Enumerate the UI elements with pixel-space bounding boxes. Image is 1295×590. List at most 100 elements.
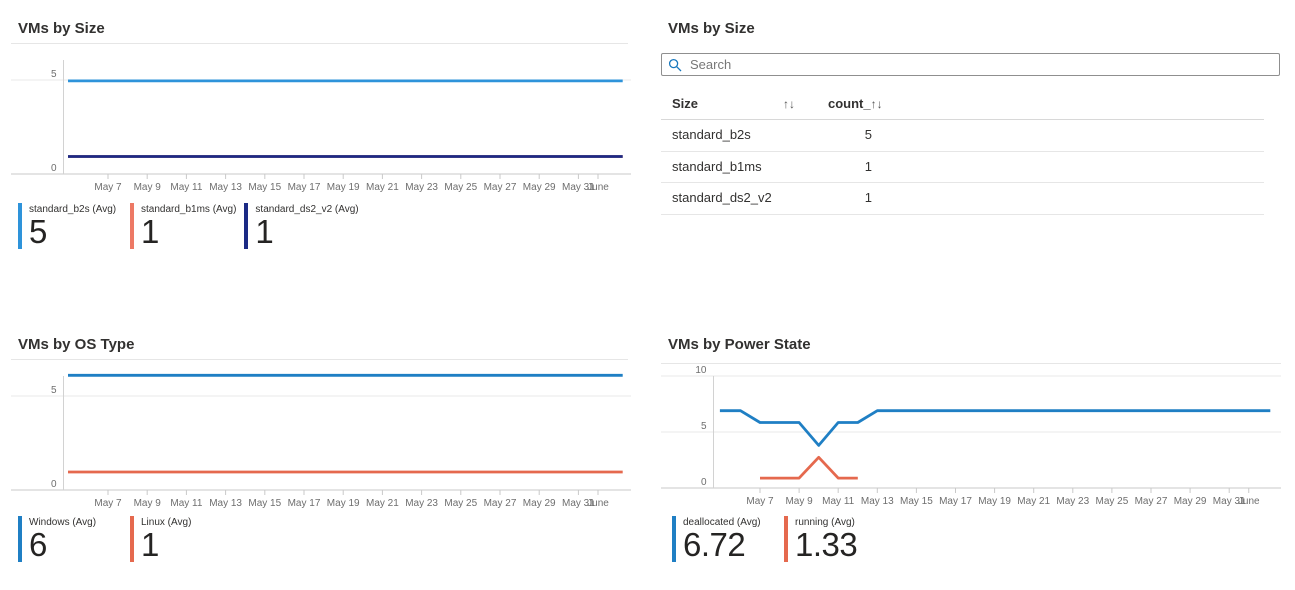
- vms-by-size-legend: standard_b2s (Avg) 5 standard_b1ms (Avg) 1 s…: [18, 203, 367, 249]
- column-header-count[interactable]: count_↑↓: [828, 96, 883, 111]
- search-input[interactable]: [688, 56, 1273, 73]
- legend-stat-label: standard_b1ms (Avg): [141, 204, 237, 215]
- panel-vms-by-size-table: VMs by Size Size ↑↓ count_↑↓ standard_b2…: [661, 14, 1281, 234]
- vms-by-power-state-legend: deallocated (Avg) 6.72 running (Avg) 1.33: [672, 516, 896, 562]
- legend-stat[interactable]: standard_ds2_v2 (Avg) 1: [244, 203, 359, 250]
- svg-text:5: 5: [701, 421, 707, 432]
- vms-by-size-line-chart: 0 5 May 7 May 9 May 11 May 13 May 15 May 17 May …: [11, 60, 631, 193]
- svg-text:May 9: May 9: [134, 182, 162, 193]
- svg-text:May 11: May 11: [822, 496, 854, 507]
- search-icon: [668, 58, 682, 71]
- search-box[interactable]: [661, 53, 1280, 76]
- table-row[interactable]: standard_b2s 5: [661, 120, 1264, 152]
- sort-arrows-icon[interactable]: ↑↓: [783, 97, 795, 111]
- size-table: Size ↑↓ count_↑↓ standard_b2s 5 standard_b…: [661, 89, 1264, 215]
- svg-text:May 13: May 13: [209, 498, 242, 509]
- legend-stat-label: Linux (Avg): [141, 517, 192, 528]
- svg-text:May 21: May 21: [366, 182, 399, 193]
- svg-text:May 25: May 25: [1096, 496, 1129, 507]
- svg-text:May 15: May 15: [900, 496, 933, 507]
- title-divider: [11, 43, 628, 44]
- legend-stat-label: standard_ds2_v2 (Avg): [255, 204, 359, 215]
- svg-text:May 17: May 17: [288, 182, 321, 193]
- svg-text:May 21: May 21: [1017, 496, 1050, 507]
- svg-text:May 15: May 15: [248, 498, 281, 509]
- column-header-size[interactable]: Size: [672, 96, 699, 111]
- legend-stat-value: 1: [255, 213, 274, 250]
- panel-vms-by-size-chart: VMs by Size 0 5 May 7 May 9 May 11 May 13 May …: [11, 14, 631, 274]
- svg-text:0: 0: [51, 479, 57, 490]
- title-divider: [11, 359, 628, 360]
- legend-stat[interactable]: standard_b1ms (Avg) 1: [130, 203, 236, 249]
- panel-vms-by-power-state: VMs by Power State 0 5 10 May 7 May 9 May 11 M…: [661, 330, 1281, 580]
- svg-text:May 25: May 25: [444, 498, 477, 509]
- svg-text:May 11: May 11: [170, 182, 202, 193]
- svg-text:May 31: May 31: [562, 498, 595, 509]
- legend-stat[interactable]: deallocated (Avg) 6.72: [672, 516, 776, 562]
- svg-text:May 27: May 27: [484, 182, 517, 193]
- legend-stat-value: 1: [141, 213, 159, 250]
- legend-stat-value: 1: [141, 526, 159, 563]
- svg-text:0: 0: [701, 477, 707, 488]
- legend-stat-value: 6.72: [683, 526, 746, 563]
- table-row[interactable]: standard_b1ms 1: [661, 152, 1264, 183]
- legend-stat-label: standard_b2s (Avg): [29, 204, 117, 215]
- svg-text:May 15: May 15: [248, 182, 281, 193]
- svg-text:May 23: May 23: [405, 182, 438, 193]
- svg-text:May 31: May 31: [562, 182, 595, 193]
- size-table-header: Size ↑↓ count_↑↓: [661, 89, 1264, 120]
- legend-stat-value: 1.33: [795, 526, 858, 563]
- page-title: VMs by Size: [668, 20, 755, 37]
- legend-stat[interactable]: Windows (Avg) 6: [18, 516, 122, 562]
- table-row[interactable]: standard_ds2_v2 1: [661, 183, 1264, 215]
- svg-text:May 29: May 29: [1174, 496, 1207, 507]
- cell-count: 5: [864, 127, 872, 142]
- svg-text:May 17: May 17: [939, 496, 972, 507]
- svg-text:May 19: May 19: [327, 182, 360, 193]
- svg-text:June: June: [587, 182, 609, 193]
- svg-text:May 7: May 7: [94, 182, 122, 193]
- title-divider: [661, 363, 1281, 364]
- legend-stat-value: 5: [29, 213, 47, 250]
- legend-stat[interactable]: standard_b2s (Avg) 5: [18, 203, 122, 249]
- svg-text:May 11: May 11: [170, 498, 202, 509]
- legend-stat-label: deallocated (Avg): [683, 517, 761, 528]
- svg-text:May 23: May 23: [405, 498, 438, 509]
- vms-by-os-type-line-chart: 0 5 May 7 May 9 May 11 May 13 May 15 May 17 May …: [11, 373, 631, 509]
- svg-text:May 23: May 23: [1056, 496, 1089, 507]
- cell-size: standard_b1ms: [672, 158, 762, 174]
- cell-size: standard_ds2_v2: [672, 190, 772, 205]
- panel-vms-by-os-type: VMs by OS Type 0 5 May 7 May 9 May 11 May 13 M…: [11, 330, 631, 580]
- svg-text:10: 10: [695, 365, 707, 376]
- svg-text:June: June: [587, 498, 609, 509]
- svg-text:May 31: May 31: [1213, 496, 1246, 507]
- page-title: VMs by OS Type: [18, 336, 135, 353]
- svg-text:5: 5: [51, 69, 57, 80]
- svg-text:May 9: May 9: [134, 498, 162, 509]
- cell-count: 1: [864, 158, 872, 174]
- svg-text:0: 0: [51, 163, 57, 174]
- legend-stat-value: 6: [29, 526, 47, 563]
- page-title: VMs by Size: [18, 20, 105, 37]
- cell-size: standard_b2s: [672, 127, 751, 142]
- svg-text:May 29: May 29: [523, 182, 556, 193]
- legend-stat[interactable]: running (Avg) 1.33: [784, 516, 888, 562]
- svg-text:5: 5: [51, 385, 57, 396]
- svg-text:May 29: May 29: [523, 498, 556, 509]
- legend-stat[interactable]: Linux (Avg) 1: [130, 516, 234, 562]
- cell-count: 1: [864, 190, 872, 205]
- svg-text:May 19: May 19: [327, 498, 360, 509]
- svg-text:May 19: May 19: [978, 496, 1011, 507]
- vms-by-power-state-line-chart: 0 5 10 May 7 May 9 May 11 May 13 May 15 May 17 Ma…: [661, 365, 1281, 507]
- svg-text:May 13: May 13: [861, 496, 894, 507]
- size-table-body: standard_b2s 5 standard_b1ms 1 standard_ds2_…: [661, 120, 1264, 215]
- svg-text:May 9: May 9: [785, 496, 813, 507]
- svg-text:May 13: May 13: [209, 182, 242, 193]
- legend-stat-label: running (Avg): [795, 517, 855, 528]
- svg-text:June: June: [1238, 496, 1260, 507]
- svg-text:May 17: May 17: [288, 498, 321, 509]
- svg-text:May 21: May 21: [366, 498, 399, 509]
- svg-text:May 25: May 25: [444, 182, 477, 193]
- svg-text:May 27: May 27: [484, 498, 517, 509]
- vms-by-os-type-legend: Windows (Avg) 6 Linux (Avg) 1: [18, 516, 242, 562]
